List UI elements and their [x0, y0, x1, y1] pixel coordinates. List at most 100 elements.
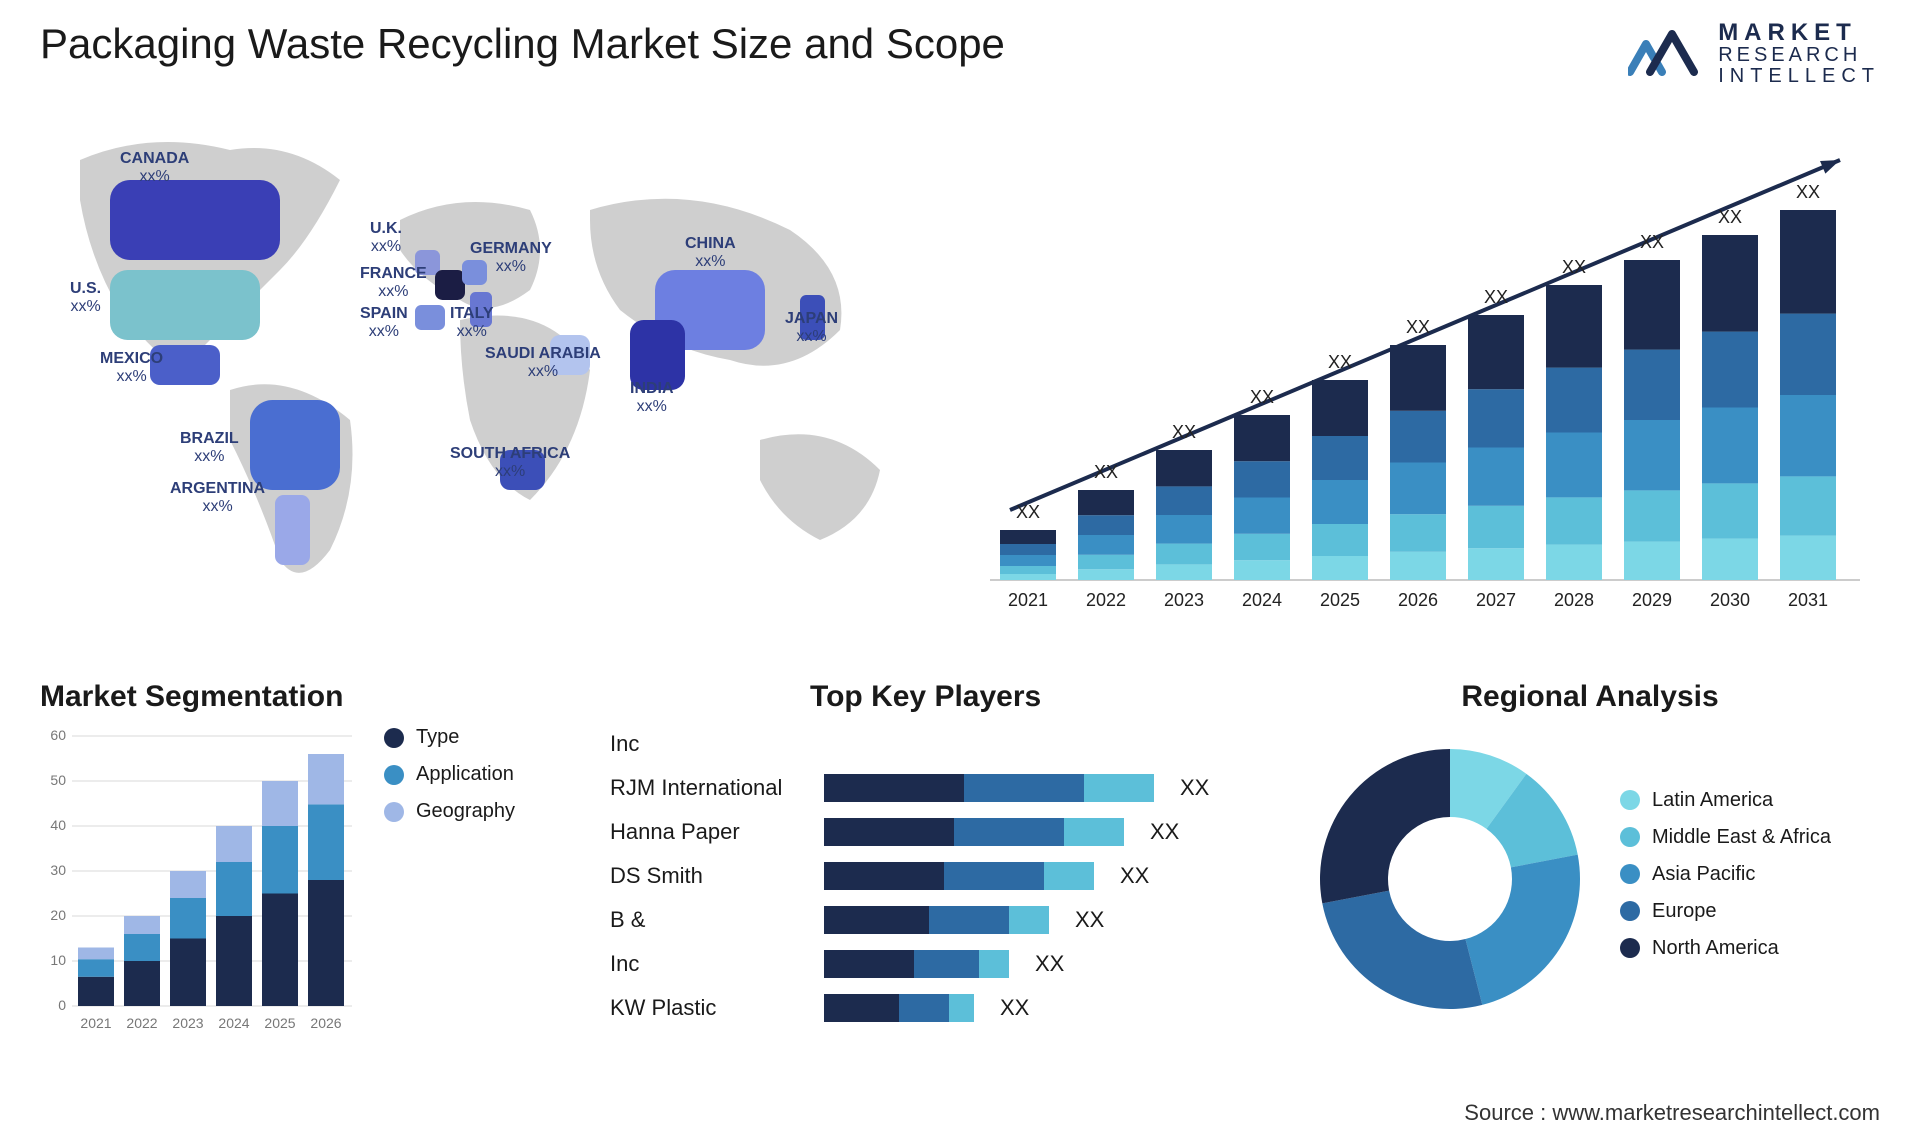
growth-bar-seg: [1468, 506, 1524, 548]
key-player-label: B &: [610, 907, 810, 933]
seg-bar-seg: [78, 948, 114, 960]
world-map: CANADAxx%U.S.xx%MEXICOxx%BRAZILxx%ARGENT…: [30, 120, 900, 620]
growth-bar-seg: [1390, 345, 1446, 411]
legend-label: Geography: [416, 800, 515, 823]
map-label-south-africa: SOUTH AFRICAxx%: [450, 445, 570, 482]
seg-ytick: 40: [50, 817, 66, 833]
brand-logo: MARKET RESEARCH INTELLECT: [1628, 20, 1880, 87]
growth-bar-seg: [1624, 542, 1680, 580]
growth-bar-seg: [1000, 544, 1056, 555]
seg-ytick: 30: [50, 862, 66, 878]
growth-bar-seg: [1078, 569, 1134, 580]
key-player-bar-seg: [1084, 774, 1154, 802]
region-legend-item: Asia Pacific: [1620, 863, 1831, 886]
growth-bar-seg: [1546, 285, 1602, 368]
seg-bar-seg: [78, 977, 114, 1006]
seg-bar-seg: [262, 826, 298, 894]
key-player-value: XX: [1075, 907, 1104, 933]
growth-bar-seg: [1390, 552, 1446, 580]
growth-bar-seg: [1156, 515, 1212, 544]
region-legend-item: Latin America: [1620, 789, 1831, 812]
seg-legend-item: Application: [384, 763, 515, 786]
growth-bar-seg: [1468, 315, 1524, 389]
growth-bar-seg: [1234, 498, 1290, 534]
donut-slice: [1320, 749, 1450, 903]
growth-bar-year: 2027: [1476, 590, 1516, 610]
regional-donut-chart: [1300, 724, 1600, 1024]
seg-legend-item: Geography: [384, 800, 515, 823]
growth-bar-value: XX: [1328, 352, 1352, 372]
seg-bar-seg: [170, 898, 206, 939]
map-country-brazil: [250, 400, 340, 490]
seg-bar-seg: [262, 894, 298, 1007]
seg-bar-seg: [170, 871, 206, 898]
growth-bar-seg: [1702, 408, 1758, 484]
growth-bar-value: XX: [1484, 287, 1508, 307]
key-player-bar: [824, 950, 1009, 978]
growth-bar-value: XX: [1562, 257, 1586, 277]
key-player-bar: [824, 906, 1049, 934]
growth-bar-seg: [1390, 411, 1446, 463]
map-label-saudi-arabia: SAUDI ARABIAxx%: [485, 345, 601, 382]
key-player-row: IncXX: [610, 942, 1230, 986]
key-player-bar-seg: [824, 818, 954, 846]
seg-xtick: 2026: [310, 1015, 341, 1031]
seg-ytick: 50: [50, 772, 66, 788]
map-label-india: INDIAxx%: [630, 380, 674, 417]
growth-bar-value: XX: [1094, 462, 1118, 482]
growth-bar-seg: [1312, 480, 1368, 524]
key-player-bar-seg: [1009, 906, 1049, 934]
map-label-canada: CANADAxx%: [120, 150, 189, 187]
growth-bar-seg: [1546, 433, 1602, 498]
seg-ytick: 60: [50, 727, 66, 743]
growth-bar-seg: [1312, 436, 1368, 480]
growth-bar-value: XX: [1250, 387, 1274, 407]
key-player-row: RJM InternationalXX: [610, 766, 1230, 810]
legend-swatch-icon: [1620, 790, 1640, 810]
seg-bar-seg: [308, 804, 344, 880]
market-growth-chart: XX2021XX2022XX2023XX2024XX2025XX2026XX20…: [970, 140, 1870, 640]
key-player-bar-seg: [824, 774, 964, 802]
growth-bar-seg: [1702, 235, 1758, 332]
key-player-bar: [824, 994, 974, 1022]
map-label-u-k-: U.K.xx%: [370, 220, 402, 257]
key-players-title: Top Key Players: [810, 680, 1230, 714]
growth-bar-seg: [1156, 564, 1212, 580]
seg-legend-item: Type: [384, 726, 515, 749]
map-label-spain: SPAINxx%: [360, 305, 408, 342]
growth-bar-seg: [1780, 536, 1836, 580]
legend-label: North America: [1652, 937, 1779, 960]
growth-bar-seg: [1468, 389, 1524, 447]
growth-bar-seg: [1312, 556, 1368, 580]
growth-bar-year: 2025: [1320, 590, 1360, 610]
map-country-u-s-: [110, 270, 260, 340]
growth-bar-seg: [1312, 524, 1368, 556]
seg-xtick: 2024: [218, 1015, 249, 1031]
growth-bar-seg: [1390, 514, 1446, 552]
key-player-row: KW PlasticXX: [610, 986, 1230, 1030]
key-player-bar-seg: [1044, 862, 1094, 890]
key-player-value: XX: [1120, 863, 1149, 889]
key-player-bar-seg: [979, 950, 1009, 978]
segmentation-title: Market Segmentation: [40, 680, 560, 714]
key-player-row: B & XX: [610, 898, 1230, 942]
growth-bar-seg: [1078, 515, 1134, 535]
growth-bar-seg: [1312, 380, 1368, 436]
growth-bar-value: XX: [1718, 207, 1742, 227]
key-player-label: Hanna Paper: [610, 819, 810, 845]
legend-swatch-icon: [384, 765, 404, 785]
map-label-germany: GERMANYxx%: [470, 240, 552, 277]
key-player-bar-seg: [949, 994, 974, 1022]
key-player-bar: [824, 774, 1154, 802]
region-legend-item: North America: [1620, 937, 1831, 960]
growth-bar-seg: [1078, 555, 1134, 569]
key-player-label: KW Plastic: [610, 995, 810, 1021]
seg-bar-seg: [216, 916, 252, 1006]
map-label-argentina: ARGENTINAxx%: [170, 480, 265, 517]
legend-label: Application: [416, 763, 514, 786]
growth-bar-seg: [1546, 545, 1602, 580]
regional-legend: Latin AmericaMiddle East & AfricaAsia Pa…: [1620, 789, 1831, 960]
seg-ytick: 10: [50, 952, 66, 968]
map-label-france: FRANCExx%: [360, 265, 427, 302]
legend-swatch-icon: [1620, 827, 1640, 847]
